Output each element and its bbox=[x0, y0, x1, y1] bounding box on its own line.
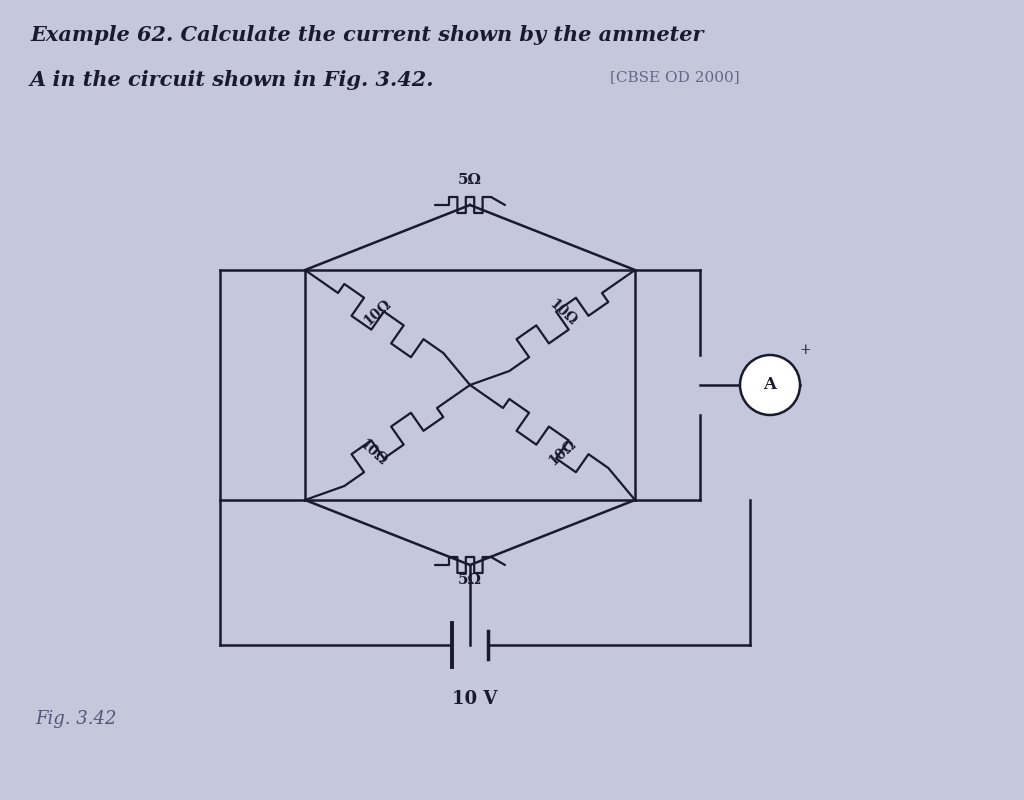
Text: 10Ω: 10Ω bbox=[361, 297, 394, 328]
Text: 10Ω: 10Ω bbox=[356, 437, 389, 468]
Text: A: A bbox=[764, 377, 776, 394]
Text: 5Ω: 5Ω bbox=[458, 173, 482, 187]
Text: Example 62. Calculate the current shown by the ammeter: Example 62. Calculate the current shown … bbox=[30, 25, 703, 45]
Text: 5Ω: 5Ω bbox=[458, 573, 482, 587]
Text: +: + bbox=[799, 343, 811, 357]
Text: [CBSE OD 2000]: [CBSE OD 2000] bbox=[610, 70, 739, 84]
Text: 10Ω: 10Ω bbox=[546, 297, 579, 328]
Text: 10Ω: 10Ω bbox=[546, 437, 579, 468]
Circle shape bbox=[740, 355, 800, 415]
Text: Fig. 3.42: Fig. 3.42 bbox=[35, 710, 117, 728]
Text: 10 V: 10 V bbox=[453, 690, 498, 708]
Text: A in the circuit shown in Fig. 3.42.: A in the circuit shown in Fig. 3.42. bbox=[30, 70, 434, 90]
